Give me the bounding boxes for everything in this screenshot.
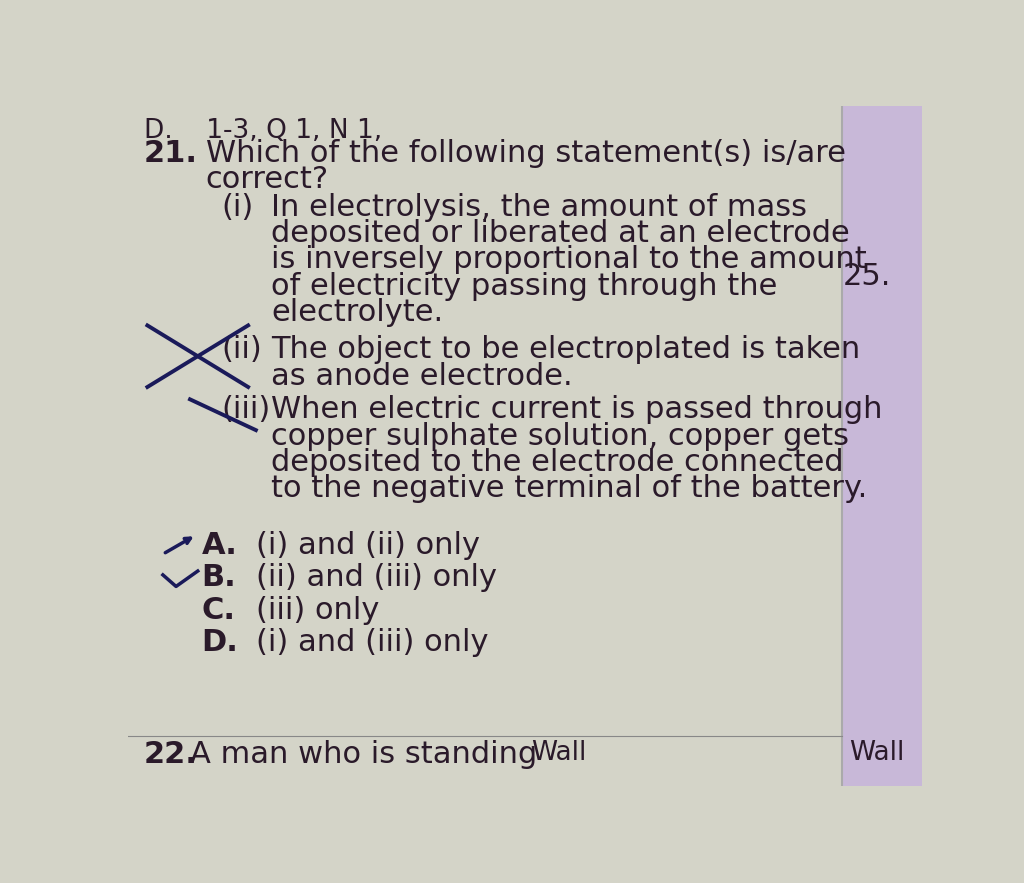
Text: Which of the following statement(s) is/are: Which of the following statement(s) is/a… xyxy=(206,139,846,168)
Text: D.: D. xyxy=(202,628,239,657)
Text: Wall: Wall xyxy=(849,740,904,766)
Text: (ii): (ii) xyxy=(221,336,262,365)
Text: 25.: 25. xyxy=(843,262,891,291)
Text: copper sulphate solution, copper gets: copper sulphate solution, copper gets xyxy=(271,422,849,450)
Text: 21.: 21. xyxy=(143,139,198,168)
Text: correct?: correct? xyxy=(206,165,329,194)
Text: D.    1-3, Q 1, N 1,: D. 1-3, Q 1, N 1, xyxy=(143,117,382,144)
Text: is inversely proportional to the amount: is inversely proportional to the amount xyxy=(271,245,867,275)
Text: of electricity passing through the: of electricity passing through the xyxy=(271,271,778,300)
Text: A man who is standing: A man who is standing xyxy=(190,740,538,769)
Text: When electric current is passed through: When electric current is passed through xyxy=(271,396,883,425)
Text: (i): (i) xyxy=(221,193,253,222)
Text: (i) and (ii) only: (i) and (ii) only xyxy=(256,531,480,560)
Text: (iii): (iii) xyxy=(221,396,270,425)
Text: In electrolysis, the amount of mass: In electrolysis, the amount of mass xyxy=(271,193,807,222)
Bar xyxy=(842,106,922,786)
Text: (i) and (iii) only: (i) and (iii) only xyxy=(256,628,488,657)
Text: (ii) and (iii) only: (ii) and (iii) only xyxy=(256,563,497,592)
Text: deposited to the electrode connected: deposited to the electrode connected xyxy=(271,448,844,477)
Text: deposited or liberated at an electrode: deposited or liberated at an electrode xyxy=(271,219,850,248)
Text: to the negative terminal of the battery.: to the negative terminal of the battery. xyxy=(271,474,867,503)
Text: as anode electrode.: as anode electrode. xyxy=(271,362,573,390)
Text: C.: C. xyxy=(202,596,236,624)
Text: Wall: Wall xyxy=(531,740,587,766)
Text: The object to be electroplated is taken: The object to be electroplated is taken xyxy=(271,336,860,365)
Text: A.: A. xyxy=(202,531,238,560)
Text: electrolyte.: electrolyte. xyxy=(271,298,443,327)
Text: (iii) only: (iii) only xyxy=(256,596,379,624)
Text: B.: B. xyxy=(202,563,237,592)
Text: 22.: 22. xyxy=(143,740,198,769)
